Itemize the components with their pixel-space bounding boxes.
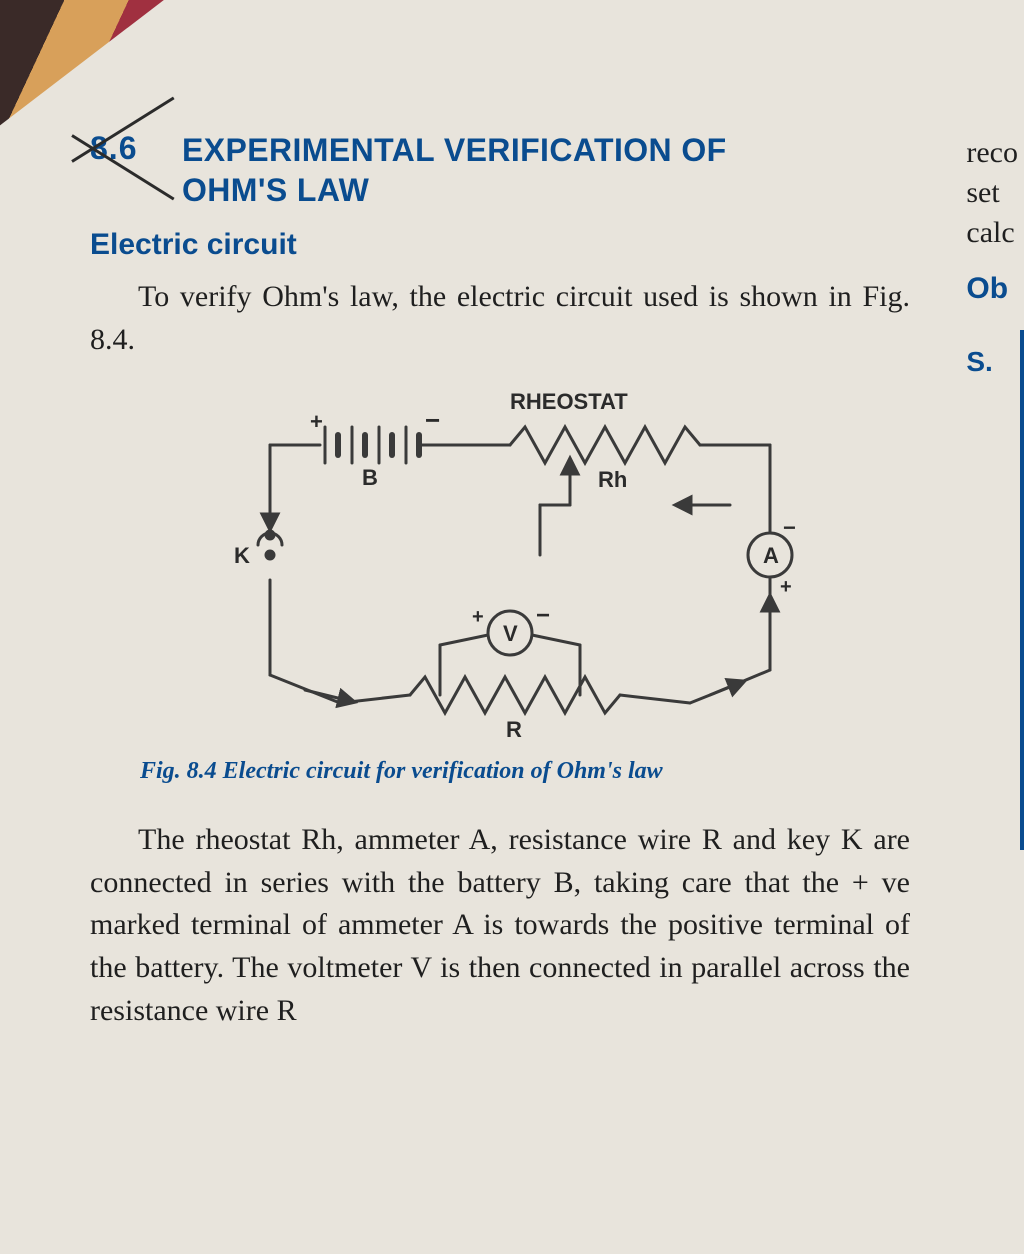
plus-label: + [310,409,323,434]
circuit-wires [258,427,792,713]
voltmeter-label: V [503,621,518,646]
figure-circuit: RHEOSTAT + − B Rh A − + K V + − R [210,385,850,750]
edge-word: Ob [966,272,1018,306]
ammeter-label: A [763,543,779,568]
edge-rule [1020,330,1024,850]
battery-label: B [362,465,378,490]
section-header: 8.6 EXPERIMENTAL VERIFICATION OF OHM'S L… [90,130,1000,210]
body-paragraph: The rheostat Rh, ammeter A, resistance w… [90,819,910,1032]
edge-word: reco [966,136,1018,170]
textbook-page: 8.6 EXPERIMENTAL VERIFICATION OF OHM'S L… [0,0,1024,1254]
section-title-line: OHM'S LAW [182,172,369,208]
rheostat-title: RHEOSTAT [510,389,628,414]
figure-caption: Fig. 8.4 Electric circuit for verificati… [140,758,1000,785]
page-edge-fragments: reco set calc Ob S. [966,136,1018,384]
circuit-svg: RHEOSTAT + − B Rh A − + K V + − R [210,385,830,745]
minus-label: − [536,602,550,629]
resistor-label: R [506,717,522,742]
minus-label: − [783,515,796,540]
edge-word: set [966,176,1018,210]
edge-word: calc [966,216,1018,250]
minus-label: − [425,405,440,435]
plus-label: + [780,576,792,598]
section-title-line: EXPERIMENTAL VERIFICATION OF [182,132,727,168]
section-number-wrap: 8.6 [90,130,160,167]
subheading: Electric circuit [90,228,1000,262]
edge-word: S. [966,346,1018,378]
intro-paragraph: To verify Ohm's law, the electric circui… [90,276,910,361]
plus-label: + [472,606,484,628]
key-label: K [234,543,250,568]
section-title: EXPERIMENTAL VERIFICATION OF OHM'S LAW [182,130,727,210]
rheostat-label: Rh [598,467,627,492]
circuit-labels: RHEOSTAT + − B Rh A − + K V + − R [234,389,796,742]
section-number: 8.6 [90,130,160,167]
